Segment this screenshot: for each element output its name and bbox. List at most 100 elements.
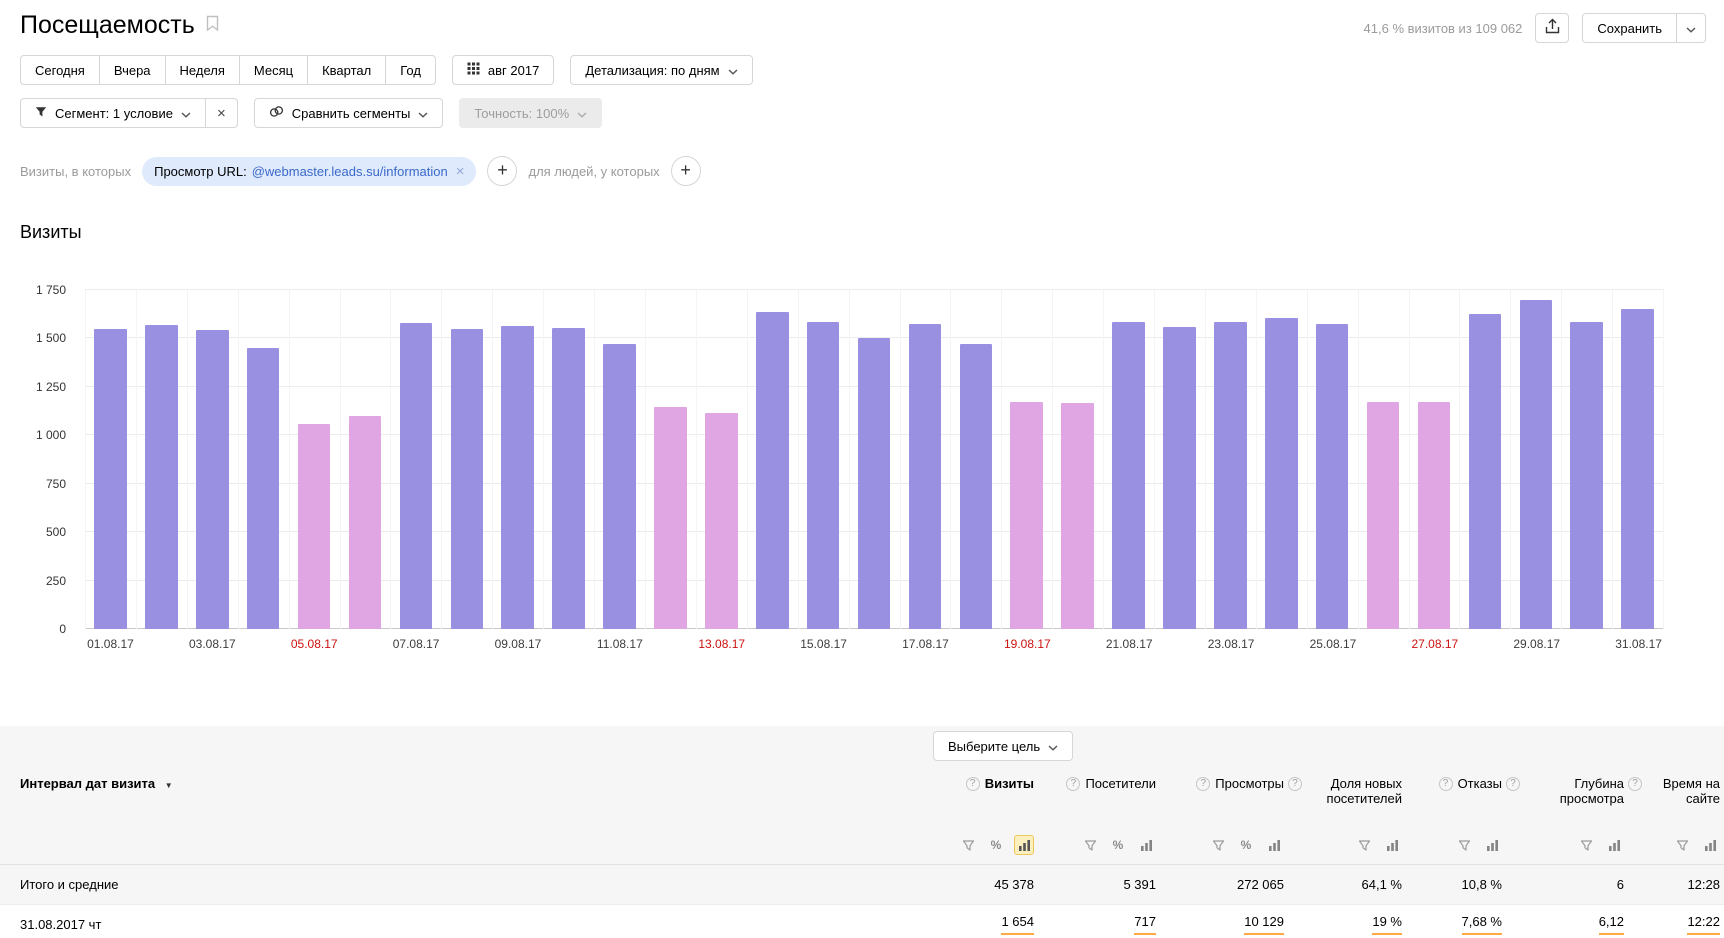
chart-bar[interactable] (246, 348, 280, 629)
column-header[interactable]: ? Просмотры (1160, 776, 1288, 826)
chart-bar[interactable] (1315, 323, 1349, 629)
filter-tool-icon[interactable] (1454, 835, 1474, 855)
column-tools (1288, 835, 1406, 855)
chart-bar[interactable] (501, 325, 534, 629)
compare-segments-button[interactable]: Сравнить сегменты (253, 98, 444, 128)
chart-bar[interactable] (145, 324, 178, 629)
chart-bar[interactable] (348, 415, 382, 629)
chart-bar[interactable] (195, 329, 229, 629)
help-icon[interactable]: ? (1438, 777, 1453, 791)
chart-bar[interactable] (94, 328, 127, 629)
table-head: Выберите цель Интервал дат визита ▼ ? Виз… (0, 726, 1724, 904)
metric-value: 6,12 (1598, 914, 1624, 935)
help-icon[interactable]: ? (965, 777, 980, 791)
bar-slot (238, 290, 289, 629)
chart-tool-icon[interactable] (1604, 835, 1624, 855)
accuracy-button[interactable]: Точность: 100% (459, 98, 603, 128)
chip-value[interactable]: @webmaster.leads.su/information (251, 163, 448, 179)
column-header[interactable]: ? Отказы (1406, 776, 1506, 826)
chart-bar[interactable] (1621, 308, 1654, 629)
period-button-1[interactable]: Вчера (98, 55, 166, 85)
save-dropdown-button[interactable] (1676, 13, 1706, 43)
column-header[interactable]: ? Визиты (928, 776, 1038, 826)
x-axis-tick (442, 637, 493, 651)
chart-bar[interactable] (959, 344, 993, 629)
chart-tool-icon[interactable] (1264, 835, 1284, 855)
export-button[interactable] (1535, 13, 1570, 43)
chart-bar[interactable] (755, 312, 789, 629)
bar-slot (1154, 290, 1205, 629)
detail-button[interactable]: Детализация: по дням (570, 55, 753, 85)
bar-slot (1561, 290, 1612, 629)
period-button-4[interactable]: Квартал (307, 55, 387, 85)
filter-tool-icon[interactable] (1208, 835, 1228, 855)
chart-tool-icon[interactable] (1382, 835, 1402, 855)
chart-bar[interactable] (450, 328, 484, 629)
help-icon[interactable]: ? (1288, 777, 1302, 791)
chart-bar[interactable] (908, 323, 942, 629)
add-visit-condition-button[interactable]: + (487, 156, 518, 186)
filter-tool-icon[interactable] (958, 835, 978, 855)
percent-tool-icon[interactable]: % (1240, 838, 1252, 852)
column-header[interactable]: ? Доля новых посетителей (1288, 776, 1406, 826)
chart-bar[interactable] (1265, 318, 1298, 629)
column-header[interactable]: ? Время на сайте (1628, 776, 1724, 826)
chart-tool-icon[interactable] (1136, 835, 1156, 855)
column-header[interactable]: ? Глубина просмотра (1506, 776, 1628, 826)
chart-bar[interactable] (1417, 402, 1451, 629)
row-label[interactable]: 31.08.2017 чт (20, 917, 102, 932)
chart-bar[interactable] (1163, 326, 1196, 629)
segment-remove-button[interactable]: × (204, 98, 238, 128)
dimension-header[interactable]: Интервал дат визита ▼ (0, 776, 928, 826)
chart-bar[interactable] (603, 344, 636, 629)
add-people-condition-button[interactable]: + (670, 156, 701, 186)
chart-tool-icon[interactable] (1014, 835, 1034, 855)
segment-button-label: Сегмент: 1 условие (55, 105, 173, 121)
column-header[interactable]: ? Посетители (1038, 776, 1160, 826)
chart-bar[interactable] (857, 338, 891, 629)
y-axis-tick: 750 (45, 476, 66, 491)
metric-cell: 5 391 (1038, 877, 1160, 892)
save-button[interactable]: Сохранить (1582, 13, 1677, 43)
url-filter-chip[interactable]: Просмотр URL: @webmaster.leads.su/inform… (142, 156, 477, 186)
remove-filter-icon[interactable]: × (455, 162, 465, 180)
segment-button-group: Сегмент: 1 условие × (20, 98, 238, 128)
period-button-2[interactable]: Неделя (164, 55, 240, 85)
chart-bar[interactable] (1214, 321, 1247, 629)
chart-tool-icon[interactable] (1700, 835, 1720, 855)
bar-slot (289, 290, 340, 629)
filter-tool-icon[interactable] (1576, 835, 1596, 855)
filter-tool-icon[interactable] (1672, 835, 1692, 855)
percent-tool-icon[interactable]: % (990, 838, 1002, 852)
metric-cell: 45 378 (928, 877, 1038, 892)
chart-bar[interactable] (399, 322, 433, 629)
period-button-5[interactable]: Год (385, 55, 436, 85)
period-button-0[interactable]: Сегодня (20, 55, 100, 85)
help-icon[interactable]: ? (1066, 777, 1081, 791)
select-goal-button[interactable]: Выберите цель (933, 731, 1074, 761)
chart-bar[interactable] (297, 423, 331, 629)
help-icon[interactable]: ? (1196, 777, 1211, 791)
chart-bar[interactable] (1519, 299, 1553, 629)
chart-tool-icon[interactable] (1482, 835, 1502, 855)
period-button-3[interactable]: Месяц (238, 55, 309, 85)
chart-bar[interactable] (1468, 314, 1502, 629)
chart-bar[interactable] (552, 327, 585, 629)
chart-bar[interactable] (1570, 321, 1604, 629)
chart-bar[interactable] (1366, 402, 1400, 629)
row-label: Итого и средние (20, 877, 119, 892)
percent-tool-icon[interactable]: % (1112, 838, 1124, 852)
chart-bar[interactable] (806, 321, 840, 629)
chart-bar[interactable] (1061, 403, 1094, 629)
help-icon[interactable]: ? (1628, 777, 1642, 791)
chart-bar[interactable] (705, 413, 738, 629)
help-icon[interactable]: ? (1506, 777, 1520, 791)
filter-tool-icon[interactable] (1080, 835, 1100, 855)
chart-bar[interactable] (1112, 321, 1145, 629)
chart-bar[interactable] (654, 407, 687, 629)
filter-tool-icon[interactable] (1354, 835, 1374, 855)
calendar-button[interactable]: авг 2017 (451, 55, 555, 85)
segment-button[interactable]: Сегмент: 1 условие (20, 98, 206, 128)
bookmark-icon[interactable] (206, 15, 219, 37)
chart-bar[interactable] (1010, 402, 1044, 629)
